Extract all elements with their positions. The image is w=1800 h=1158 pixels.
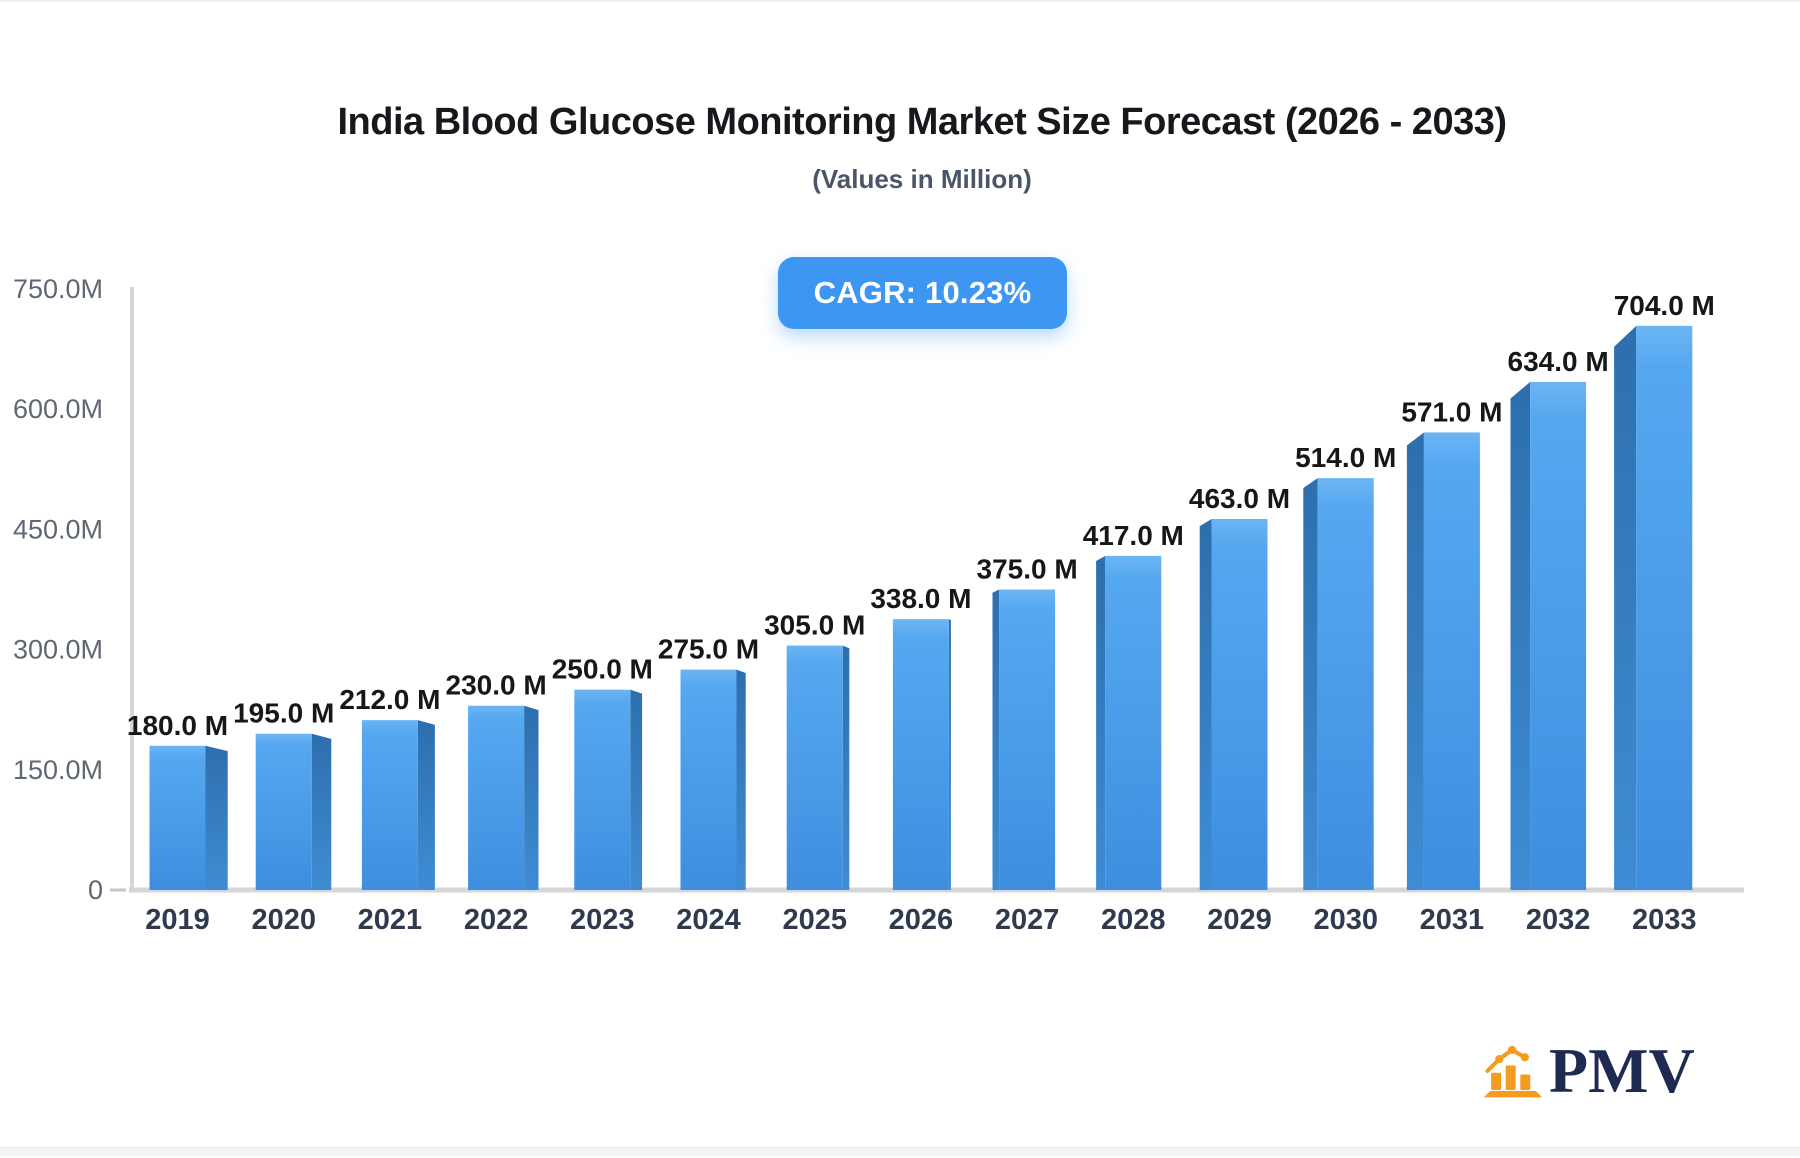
bar-front-face [574, 689, 631, 890]
bar-group-2025: 305.0 M 2025 [764, 610, 865, 936]
bar-front-face [361, 720, 418, 890]
bar-side-face [524, 705, 539, 890]
bar-side-face [992, 589, 1000, 890]
bar-value-label: 180.0 M [127, 710, 228, 741]
bar-value-label: 514.0 M [1295, 442, 1396, 473]
bar-group-2031: 571.0 M 2031 [1401, 396, 1502, 936]
bar-value-label: 305.0 M [764, 610, 865, 641]
cagr-badge-label: CAGR: 10.23% [813, 275, 1032, 310]
bar-side-face [1096, 555, 1106, 890]
bar-group-2019: 180.0 M 2019 [127, 710, 228, 936]
bar-group-2027: 375.0 M 2027 [977, 554, 1078, 937]
bar-group-2021: 212.0 M 2021 [339, 684, 440, 936]
bar-value-label: 417.0 M [1083, 520, 1184, 551]
y-axis-tick-label: 0 [88, 875, 103, 905]
bar-front-face [1423, 432, 1480, 890]
bar-front-face [892, 619, 949, 890]
x-axis-label: 2030 [1313, 904, 1378, 936]
bar-side-face [630, 689, 643, 890]
x-axis-label: 2021 [358, 904, 423, 936]
bar-side-face [417, 720, 435, 890]
x-axis-label: 2032 [1526, 904, 1591, 936]
x-axis-label: 2031 [1420, 904, 1485, 936]
page-bottom-strip [0, 1147, 1800, 1156]
bar-front-face [999, 589, 1056, 890]
x-axis-label: 2026 [889, 904, 954, 936]
bar-front-face [1317, 478, 1374, 890]
bar-value-label: 212.0 M [339, 684, 440, 715]
bar-front-face [468, 705, 525, 890]
cagr-badge: CAGR: 10.23% [778, 257, 1067, 329]
bar-group-2029: 463.0 M 2029 [1189, 483, 1290, 936]
bar-value-label: 571.0 M [1401, 396, 1502, 427]
bar-side-face [1614, 325, 1637, 890]
bar-front-face [680, 669, 737, 890]
bar-group-2022: 230.0 M 2022 [446, 670, 547, 936]
x-axis-label: 2020 [251, 904, 316, 936]
bar-group-2026: 338.0 M 2026 [870, 583, 971, 936]
bar-group-2030: 514.0 M 2030 [1295, 442, 1396, 936]
bar-value-label: 250.0 M [552, 654, 653, 685]
pmv-logo-text: PMV [1549, 1035, 1695, 1106]
bar-value-label: 375.0 M [977, 554, 1078, 585]
bar-side-face [736, 669, 746, 890]
x-axis-label: 2033 [1632, 904, 1697, 936]
y-axis-tick-label: 150.0M [13, 755, 103, 785]
y-axis-tick-label: 600.0M [13, 394, 103, 424]
bar-value-label: 463.0 M [1189, 483, 1290, 514]
bar-value-label: 338.0 M [870, 583, 971, 614]
bar-group-2023: 250.0 M 2023 [552, 654, 653, 936]
chart-subtitle: (Values in Million) [812, 164, 1032, 194]
bar-group-2020: 195.0 M 2020 [233, 698, 334, 936]
y-axis-tick-label: 300.0M [13, 635, 103, 665]
bar-side-face [205, 745, 228, 890]
x-axis-label: 2022 [464, 904, 529, 936]
y-axis-tick-label: 450.0M [13, 514, 103, 544]
bar-front-face [149, 745, 206, 890]
bar-value-label: 275.0 M [658, 634, 759, 665]
bar-side-face [311, 733, 332, 890]
bar-side-face [1510, 381, 1531, 890]
bar-side-face [1199, 518, 1212, 890]
bar-value-label: 634.0 M [1508, 346, 1609, 377]
bar-front-face [1530, 381, 1587, 890]
bar-group-2033: 704.0 M 2033 [1614, 290, 1715, 936]
y-axis-tick-label: 750.0M [13, 274, 103, 304]
x-axis-label: 2029 [1207, 904, 1272, 936]
bar-front-face [1105, 555, 1162, 890]
bar-side-face [948, 619, 951, 890]
x-axis-label: 2028 [1101, 904, 1166, 936]
pmv-logo-bar-chart-icon [1483, 1045, 1543, 1098]
x-axis-label: 2025 [782, 904, 847, 936]
bar-group-2024: 275.0 M 2024 [658, 634, 759, 936]
bar-front-face [786, 645, 843, 890]
bar-value-label: 230.0 M [446, 670, 547, 701]
x-axis-label: 2019 [145, 904, 210, 936]
bar-value-label: 195.0 M [233, 698, 334, 729]
bar-group-2032: 634.0 M 2032 [1508, 346, 1609, 936]
bar-front-face [1636, 325, 1693, 890]
bar-front-face [255, 733, 312, 890]
bar-front-face [1211, 518, 1268, 890]
x-axis-label: 2027 [995, 904, 1060, 936]
pmv-logo: PMV [1482, 1035, 1695, 1106]
bar-side-face [842, 645, 850, 890]
bar-side-face [1406, 432, 1424, 890]
chart-title: India Blood Glucose Monitoring Market Si… [337, 101, 1507, 143]
bar-value-label: 704.0 M [1614, 290, 1715, 321]
bar-group-2028: 417.0 M 2028 [1083, 520, 1184, 936]
x-axis-label: 2023 [570, 904, 635, 936]
x-axis-label: 2024 [676, 904, 741, 936]
bar-side-face [1303, 478, 1318, 890]
